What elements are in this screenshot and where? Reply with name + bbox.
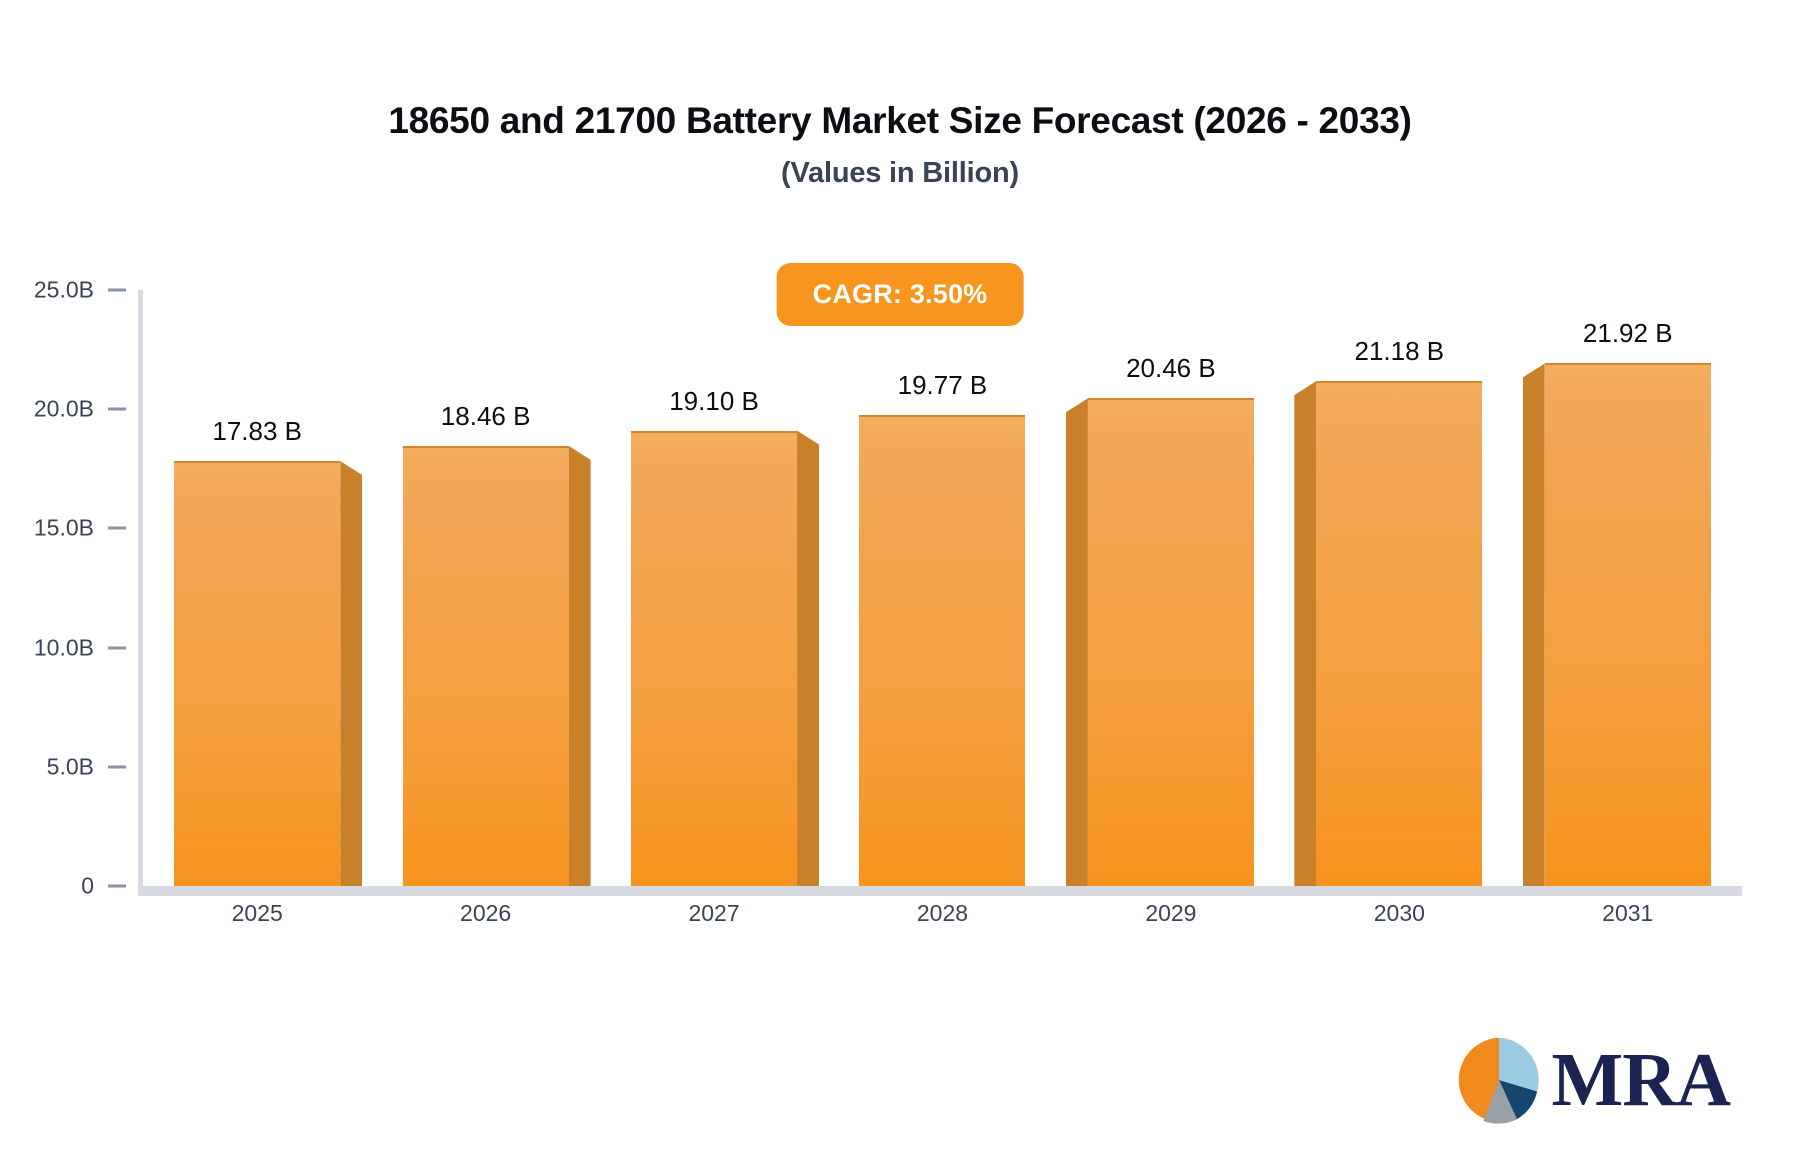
bar-slot: 18.46 B <box>371 290 599 886</box>
bar-value-label: 18.46 B <box>440 400 531 431</box>
x-axis-label: 2028 <box>916 900 969 926</box>
bar-side-face <box>1294 381 1317 886</box>
bar[interactable]: 21.92 B <box>1522 318 1711 886</box>
bar-slot: 17.83 B <box>143 290 371 886</box>
y-tick-dash <box>108 646 126 650</box>
y-tick: 20.0B <box>0 396 138 423</box>
y-tick-label: 10.0B <box>33 634 94 661</box>
bar[interactable]: 21.18 B <box>1294 336 1483 886</box>
bar-slot: 20.46 B <box>1057 290 1285 886</box>
bar-front-face <box>1544 363 1711 886</box>
bar-front-face <box>1316 381 1483 886</box>
y-tick: 15.0B <box>0 515 138 542</box>
bar-value-label: 21.92 B <box>1582 318 1673 349</box>
y-tick-dash <box>108 407 126 411</box>
bar-front-face <box>859 414 1026 886</box>
y-tick-dash <box>108 884 126 888</box>
bar[interactable]: 18.46 B <box>402 401 591 886</box>
y-tick-label: 5.0B <box>46 753 94 780</box>
y-tick-label: 20.0B <box>33 395 94 422</box>
bar-side-face <box>1522 363 1545 886</box>
y-tick-dash <box>108 526 126 530</box>
y-tick-label: 25.0B <box>33 276 94 303</box>
bar-value-label: 19.77 B <box>897 369 988 400</box>
bar-front-face <box>1087 398 1254 886</box>
bar-value-label: 17.83 B <box>212 415 303 446</box>
y-tick: 10.0B <box>0 634 138 661</box>
y-tick-label: 15.0B <box>33 514 94 541</box>
bar-front-face <box>631 430 798 886</box>
bar-side-face <box>1065 398 1088 886</box>
plot-area: 25.0B 20.0B 15.0B 10.0B 5.0B 0 17.83 B 18.46 B… <box>34 277 1742 899</box>
x-axis-label: 2027 <box>688 900 740 926</box>
bar-slot: 21.18 B <box>1285 290 1513 886</box>
title-block: 18650 and 21700 Battery Market Size Fore… <box>0 100 1800 190</box>
bar-side-face <box>340 460 363 886</box>
bar-slot: 19.77 B <box>828 290 1056 886</box>
bar-value-label: 20.46 B <box>1126 353 1216 384</box>
bar-slot: 19.10 B <box>600 290 828 886</box>
x-axis-label: 2025 <box>231 900 283 926</box>
bar[interactable]: 17.83 B <box>174 416 363 886</box>
mra-logo: MRA <box>1453 1034 1731 1126</box>
bar[interactable]: 19.10 B <box>631 386 820 886</box>
bar-side-face <box>797 430 820 886</box>
y-tick: 25.0B <box>0 277 138 304</box>
chart-subtitle: (Values in Billion) <box>781 156 1019 189</box>
x-axis-labels: 2025 2026 2027 2028 2029 2030 2031 <box>143 900 1742 927</box>
bar-front-face <box>174 460 341 886</box>
bar-value-label: 19.10 B <box>669 385 759 416</box>
page-title: 18650 and 21700 Battery Market Size Fore… <box>388 100 1412 141</box>
logo-text: MRA <box>1551 1038 1731 1122</box>
x-axis-label: 2030 <box>1373 900 1425 926</box>
bar-series: 17.83 B 18.46 B 19.10 B 19.77 B 20.46 B 21.18… <box>143 290 1742 886</box>
y-tick: 0 <box>0 873 138 900</box>
bar-value-label: 21.18 B <box>1354 336 1445 367</box>
cagr-badge: CAGR: 3.50% <box>776 263 1024 326</box>
bar-slot: 21.92 B <box>1514 290 1742 886</box>
pie-chart-icon <box>1459 1037 1540 1124</box>
y-axis-spine <box>138 290 143 886</box>
bar[interactable]: 20.46 B <box>1065 353 1254 886</box>
bar-side-face <box>568 445 591 886</box>
x-axis-baseline <box>138 886 1742 896</box>
bar-front-face <box>402 445 569 886</box>
y-tick-label: 0 <box>81 872 94 899</box>
y-tick-dash <box>108 765 126 769</box>
y-tick: 5.0B <box>0 753 138 780</box>
x-axis-label: 2031 <box>1602 900 1654 926</box>
bar[interactable]: 19.77 B <box>859 370 1026 886</box>
y-tick-dash <box>108 288 126 292</box>
x-axis-label: 2026 <box>460 900 512 926</box>
x-axis-label: 2029 <box>1145 900 1197 926</box>
